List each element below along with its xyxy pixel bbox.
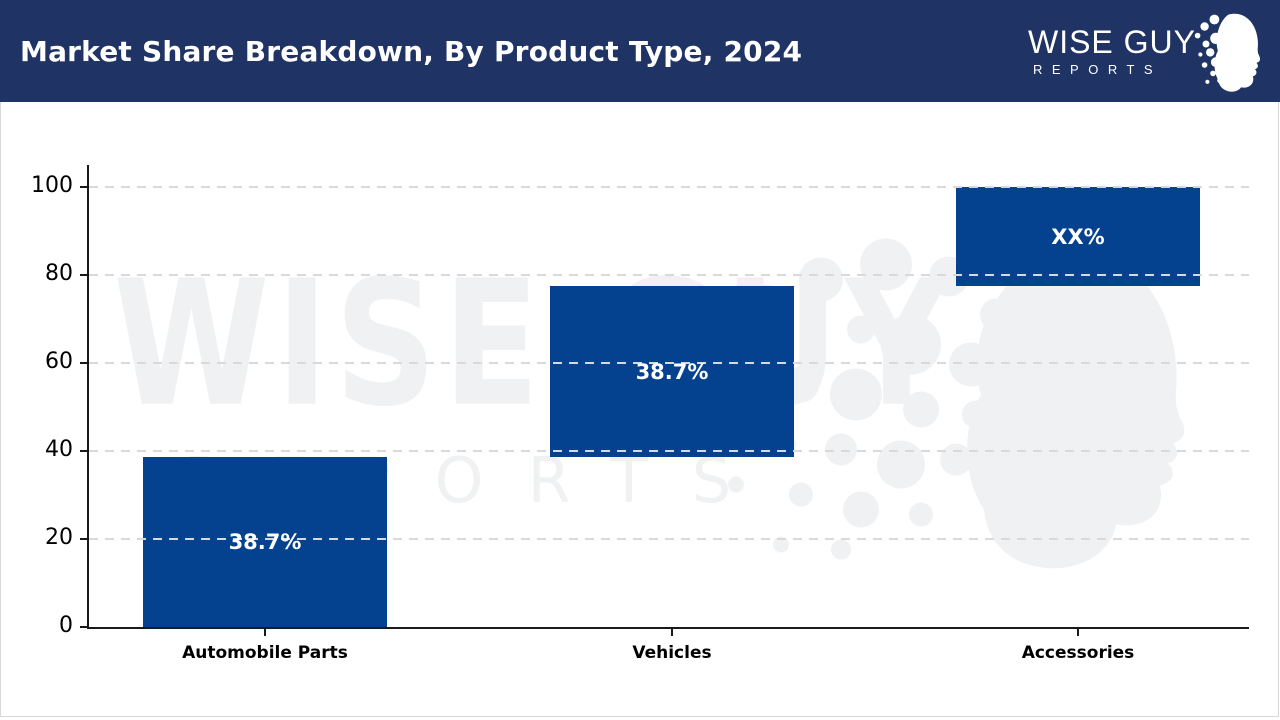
- y-tick-label: 0: [59, 613, 73, 638]
- x-category-label: Accessories: [1021, 643, 1135, 663]
- bar-value-label: 38.7%: [635, 359, 709, 384]
- y-tick-mark: [80, 362, 87, 364]
- gridline-20: [89, 538, 1249, 540]
- x-category-label: Vehicles: [632, 643, 712, 663]
- logo-face-icon: [1194, 13, 1261, 92]
- bar-vehicles: [550, 286, 794, 457]
- y-tick-mark: [80, 450, 87, 452]
- watermark-face-icon: [707, 238, 1185, 569]
- y-tick-label: 40: [45, 437, 73, 462]
- gridline-40: [89, 450, 1249, 452]
- bar-value-label: 38.7%: [228, 529, 302, 554]
- y-tick-mark: [80, 626, 87, 628]
- y-axis-ticks: [80, 165, 87, 628]
- x-tick-mark: [671, 629, 673, 636]
- x-tick-mark: [264, 629, 266, 636]
- plot-area: 38.7% 38.7% XX%: [89, 165, 1249, 627]
- y-tick-label: 60: [45, 349, 73, 374]
- x-tick-mark: [1077, 629, 1079, 636]
- gridline-80: [89, 274, 1249, 276]
- y-tick-mark: [80, 538, 87, 540]
- page-title: Market Share Breakdown, By Product Type,…: [20, 34, 803, 68]
- y-tick-mark: [80, 186, 87, 188]
- bar-accessories: [956, 187, 1200, 287]
- y-tick-label: 80: [45, 261, 73, 286]
- logo-text: WISE GUY REPORTS: [1027, 24, 1196, 77]
- bar-automobile-parts: [143, 456, 387, 627]
- x-axis-spine: [87, 627, 1249, 629]
- y-tick-label: 100: [31, 173, 73, 198]
- y-tick-mark: [80, 274, 87, 276]
- x-axis: Automobile Parts Vehicles Accessories: [89, 629, 1249, 689]
- gridline-60: [89, 362, 1249, 364]
- y-tick-label: 20: [45, 525, 73, 550]
- logo-subtext: REPORTS: [1032, 61, 1163, 77]
- logo-wordmark: WISE GUY: [1027, 24, 1196, 61]
- header: Market Share Breakdown, By Product Type,…: [0, 0, 1280, 102]
- bar-value-label: XX%: [1051, 224, 1105, 249]
- x-category-label: Automobile Parts: [182, 643, 348, 663]
- chart-canvas: WISE GUY REPORTS 0 20 40 60 80 100 38.7% 38.7%…: [0, 102, 1279, 717]
- gridline-100: [89, 186, 1249, 188]
- y-axis: 0 20 40 60 80 100: [1, 165, 73, 637]
- wise-guy-logo: WISE GUY REPORTS: [1028, 8, 1262, 94]
- y-axis-spine: [87, 165, 89, 629]
